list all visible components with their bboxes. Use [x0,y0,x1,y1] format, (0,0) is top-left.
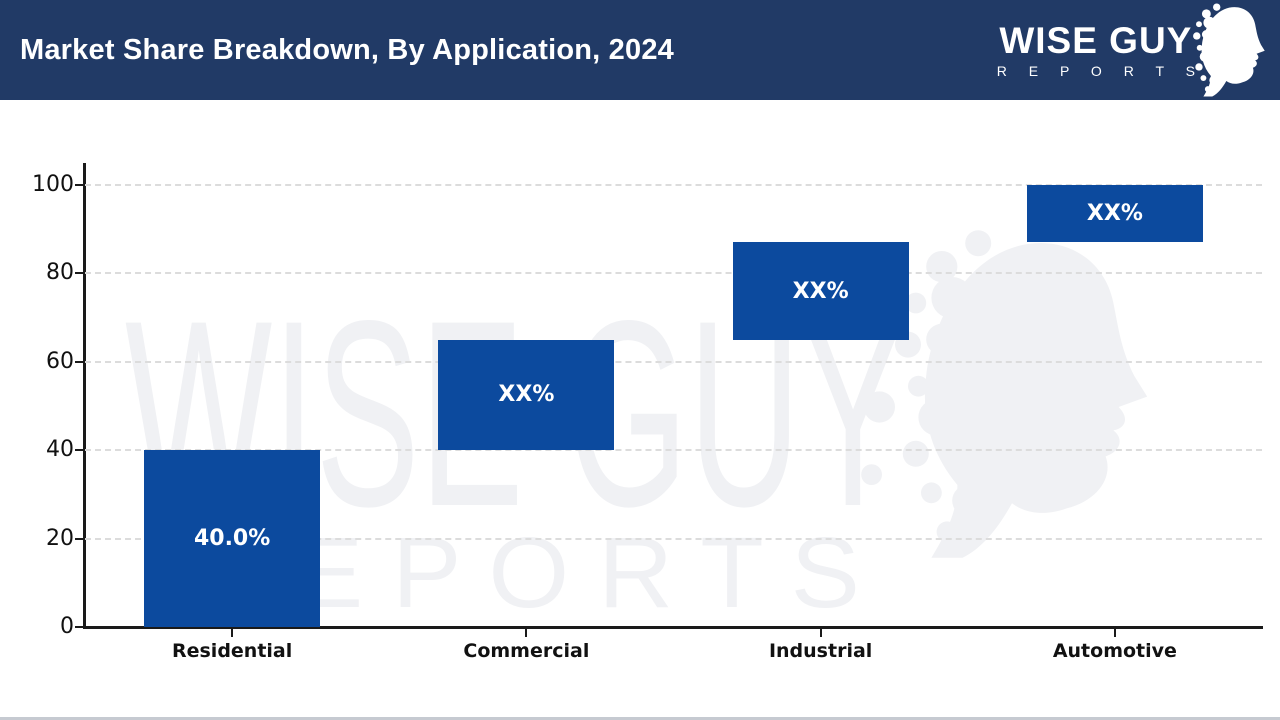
bar-value-label: 40.0% [193,526,271,552]
bar-value-label: XX% [498,382,555,408]
bar-industrial: XX% [732,242,909,340]
x-tick-label-3: Automotive [1052,640,1177,662]
bar-value-label: XX% [792,278,849,304]
footer-divider [0,717,1280,720]
y-tick-label-100: 100 [32,172,74,197]
y-tick-mark-0 [75,626,85,628]
gridline-20 [85,537,1262,540]
y-tick-mark-60 [75,360,85,363]
gridline-40 [85,449,1262,452]
y-tick-label-40: 40 [46,437,74,463]
brand-logo: WISE GUY R E P O R T S [988,0,1270,100]
gridline-100 [85,184,1262,186]
bar-residential: 40.0% [144,450,321,627]
y-tick-label-60: 60 [46,348,74,374]
y-axis-line [83,163,86,629]
gridline-80 [85,272,1262,275]
x-tick-mark-0 [231,629,234,637]
header: Market Share Breakdown, By Application, … [0,0,1280,100]
x-axis-line [83,626,1263,629]
x-tick-mark-1 [525,629,528,637]
x-tick-mark-3 [1113,629,1116,637]
x-tick-label-0: Residential [171,640,293,662]
bar-commercial: XX% [438,339,615,451]
y-tick-mark-80 [75,272,85,275]
y-tick-mark-20 [75,537,85,540]
brand-subtitle: R E P O R T S [996,62,1204,79]
x-tick-label-1: Commercial [463,640,590,662]
page-title: Market Share Breakdown, By Application, … [20,33,674,66]
y-tick-mark-100 [75,184,85,186]
bar-value-label: XX% [1086,201,1143,227]
y-tick-label-20: 20 [46,525,74,551]
y-tick-label-0: 0 [60,614,74,639]
y-tick-mark-40 [75,449,85,452]
gridline-60 [85,360,1262,363]
bar-automotive: XX% [1026,185,1203,243]
y-tick-label-80: 80 [46,260,74,286]
brand-text: WISE GUY R E P O R T S [988,22,1204,79]
x-tick-mark-2 [819,629,822,637]
x-tick-label-2: Industrial [768,640,873,662]
brand-head-icon [1193,3,1265,97]
brand-name: WISE GUY [999,19,1193,61]
